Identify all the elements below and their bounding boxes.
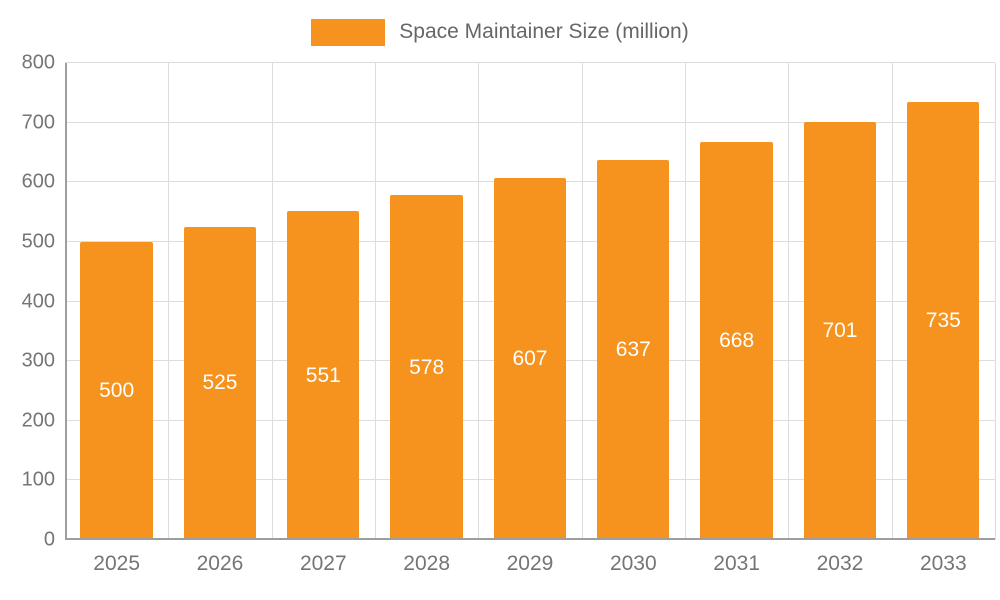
x-tick-label: 2033 <box>919 552 967 575</box>
bar: 735 <box>907 101 980 540</box>
legend-swatch <box>311 18 386 46</box>
gridline-vertical <box>271 63 273 540</box>
bar: 525 <box>183 226 257 540</box>
y-tick-label: 600 <box>21 170 55 193</box>
bar-value-label: 578 <box>409 355 445 379</box>
gridline-vertical <box>788 63 790 540</box>
x-axis-line <box>65 538 995 540</box>
y-tick-label: 700 <box>21 111 55 134</box>
category-band: 525 <box>168 63 271 540</box>
bar: 637 <box>597 160 670 540</box>
bar-value-label: 668 <box>719 328 755 352</box>
bar: 500 <box>80 241 153 540</box>
bar: 578 <box>390 195 463 540</box>
x-tick-label: 2028 <box>403 552 450 575</box>
bar-value-label: 701 <box>822 319 858 343</box>
x-axis-tick-labels: 2025 2026 2027 2028 2029 2030 2031 2032 2033 <box>65 552 995 582</box>
bar-value-label: 735 <box>925 308 961 332</box>
x-tick-label: 2032 <box>816 552 864 575</box>
y-tick-label: 100 <box>21 468 55 491</box>
gridline-vertical <box>684 63 686 540</box>
category-band: 500 <box>65 63 168 540</box>
x-tick-label: 2026 <box>196 552 244 575</box>
gridline-horizontal <box>65 121 995 123</box>
gridline-vertical <box>891 63 893 540</box>
category-band: 701 <box>788 63 891 540</box>
category-band: 551 <box>272 63 375 540</box>
bar-value-label: 607 <box>512 347 548 371</box>
x-tick-label: 2030 <box>609 552 657 575</box>
bar-value-label: 500 <box>99 378 135 402</box>
bar: 668 <box>700 141 773 540</box>
category-band: 607 <box>478 63 581 540</box>
category-band: 668 <box>685 63 788 540</box>
gridline-vertical <box>374 63 376 540</box>
y-axis-line <box>65 63 67 540</box>
gridline-vertical <box>581 63 583 540</box>
legend-label: Space Maintainer Size (million) <box>399 20 689 43</box>
category-band: 637 <box>582 63 685 540</box>
y-tick-label: 800 <box>21 51 55 74</box>
x-tick-label: 2029 <box>506 552 554 575</box>
plot-area: 500 525 551 578 607 637 668 701 735 <box>65 62 996 540</box>
x-tick-label: 2031 <box>713 552 760 575</box>
gridline-vertical <box>995 63 996 540</box>
bar-value-label: 551 <box>305 363 341 387</box>
y-tick-label: 500 <box>21 230 55 253</box>
gridline-vertical <box>478 63 480 540</box>
bar: 701 <box>803 122 877 540</box>
y-tick-label: 0 <box>43 528 55 551</box>
y-axis-tick-labels: 0 100 200 300 400 500 600 700 800 <box>0 52 55 551</box>
x-tick-label: 2027 <box>299 552 347 575</box>
category-band: 735 <box>892 63 995 540</box>
y-tick-label: 300 <box>21 349 55 372</box>
bar-value-label: 525 <box>202 371 238 395</box>
gridline-horizontal <box>65 62 995 63</box>
legend: Space Maintainer Size (million) <box>0 14 1000 50</box>
y-tick-label: 400 <box>21 290 55 312</box>
bar-value-label: 637 <box>615 338 651 362</box>
y-tick-label: 200 <box>21 409 55 432</box>
category-band: 578 <box>375 63 478 540</box>
bar: 551 <box>287 211 360 540</box>
x-tick-label: 2025 <box>93 552 141 575</box>
gridline-vertical <box>168 63 170 540</box>
bar: 607 <box>493 178 567 540</box>
